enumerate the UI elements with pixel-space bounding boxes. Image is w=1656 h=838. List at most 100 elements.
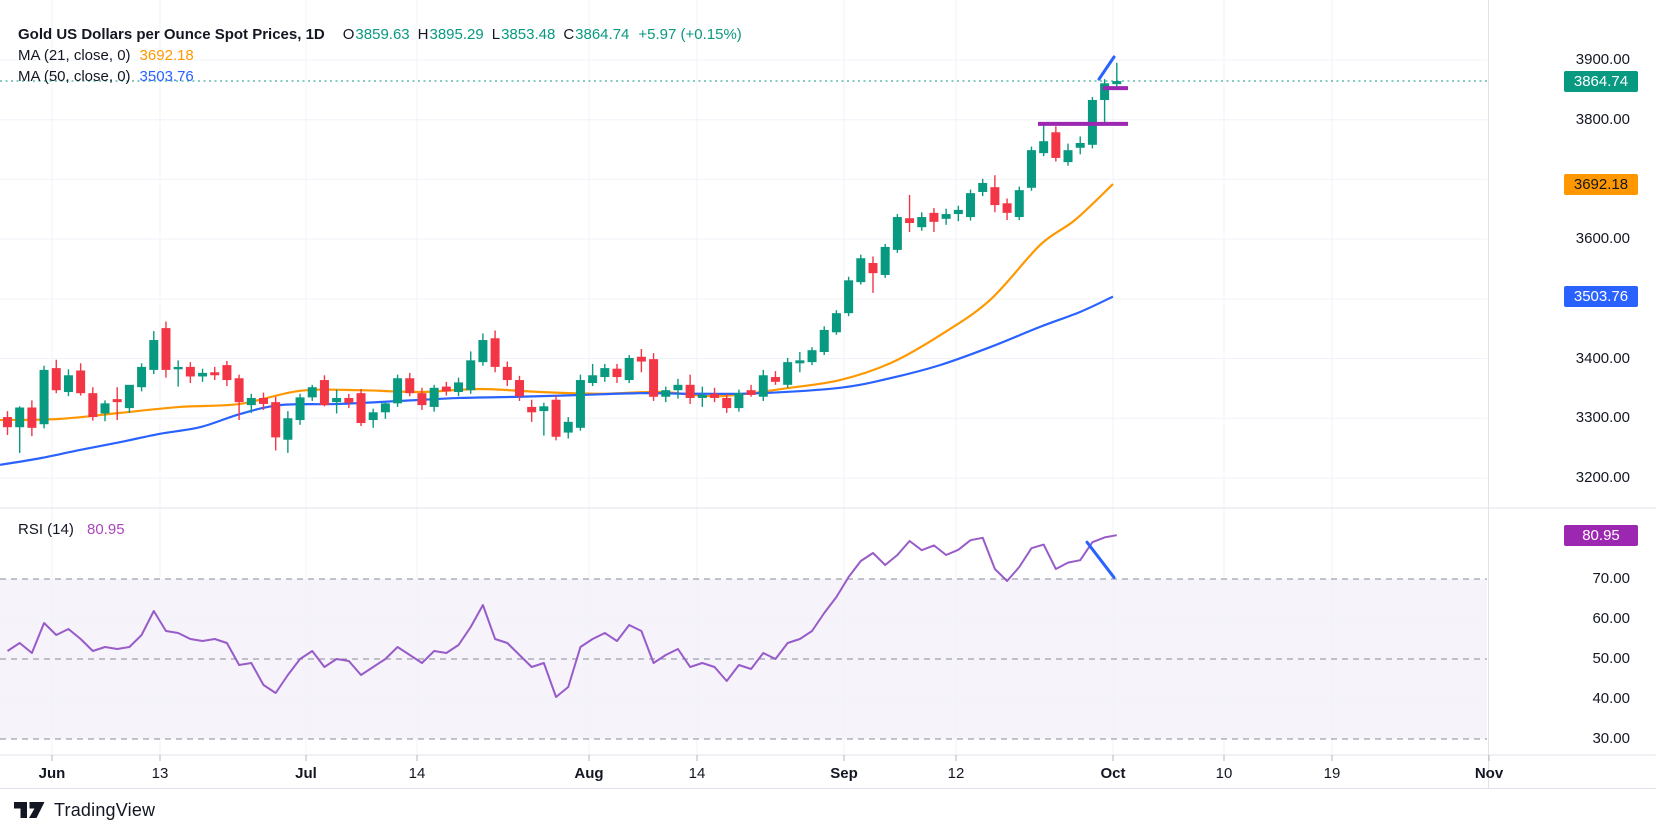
candle[interactable] bbox=[966, 189, 976, 221]
candle[interactable] bbox=[344, 393, 354, 409]
candle[interactable] bbox=[466, 351, 476, 394]
candle[interactable] bbox=[978, 178, 988, 197]
candle[interactable] bbox=[173, 360, 183, 387]
rsi-legend-row[interactable]: RSI (14) 80.95 bbox=[18, 521, 125, 538]
price-scale[interactable]: 3900.00 3800.00 3600.00 3400.00 3300.00 3200.… bbox=[1490, 0, 1656, 788]
candle[interactable] bbox=[868, 256, 878, 293]
candle[interactable] bbox=[234, 374, 244, 421]
candle[interactable] bbox=[880, 243, 890, 278]
ma21-legend-row[interactable]: MA (21, close, 0) 3692.18 bbox=[18, 45, 742, 66]
candle[interactable] bbox=[3, 411, 12, 435]
candle[interactable] bbox=[649, 353, 659, 401]
candle[interactable] bbox=[929, 208, 939, 232]
candle[interactable] bbox=[734, 389, 744, 412]
candle[interactable] bbox=[51, 359, 61, 394]
candle[interactable] bbox=[76, 363, 86, 396]
candle[interactable] bbox=[295, 393, 305, 425]
candle[interactable] bbox=[100, 400, 110, 422]
candle[interactable] bbox=[758, 369, 768, 401]
candle[interactable] bbox=[1075, 136, 1085, 155]
candle[interactable] bbox=[198, 368, 208, 382]
candle[interactable] bbox=[588, 363, 598, 387]
ma50-legend-row[interactable]: MA (50, close, 0) 3503.76 bbox=[18, 66, 742, 87]
candle[interactable] bbox=[856, 254, 866, 285]
candle[interactable] bbox=[1051, 126, 1061, 162]
rsi-line[interactable] bbox=[6, 534, 1117, 698]
candle[interactable] bbox=[258, 392, 268, 410]
candle[interactable] bbox=[612, 363, 622, 384]
candle[interactable] bbox=[307, 384, 317, 401]
candle[interactable] bbox=[478, 333, 488, 366]
candle[interactable] bbox=[454, 377, 464, 397]
candle[interactable] bbox=[27, 400, 37, 437]
candle[interactable] bbox=[575, 374, 585, 431]
rsi-trendline-drawing[interactable] bbox=[1085, 540, 1116, 579]
candle[interactable] bbox=[88, 387, 98, 421]
candle[interactable] bbox=[271, 396, 281, 451]
candle[interactable] bbox=[807, 347, 817, 366]
candle[interactable] bbox=[1039, 123, 1049, 157]
candle[interactable] bbox=[161, 321, 171, 378]
candle[interactable] bbox=[1100, 79, 1110, 124]
candle[interactable] bbox=[417, 387, 427, 410]
candle[interactable] bbox=[551, 395, 561, 441]
candle[interactable] bbox=[246, 393, 256, 413]
candle[interactable] bbox=[770, 371, 780, 385]
candle[interactable] bbox=[63, 369, 73, 397]
candle[interactable] bbox=[844, 276, 854, 317]
candle[interactable] bbox=[112, 387, 122, 421]
candle[interactable] bbox=[722, 393, 732, 413]
tradingview-logo[interactable]: TradingView bbox=[14, 799, 155, 821]
candle[interactable] bbox=[624, 354, 634, 384]
candle[interactable] bbox=[892, 214, 902, 253]
candle[interactable] bbox=[831, 310, 841, 335]
candle[interactable] bbox=[600, 363, 610, 382]
price-trendline-drawing[interactable] bbox=[1097, 55, 1116, 81]
candle[interactable] bbox=[990, 175, 1000, 213]
candle[interactable] bbox=[1112, 62, 1122, 88]
candle[interactable] bbox=[380, 402, 390, 419]
candle[interactable] bbox=[1002, 198, 1012, 221]
symbol-title[interactable]: Gold US Dollars per Ounce Spot Prices, 1… bbox=[18, 26, 325, 43]
candle[interactable] bbox=[514, 375, 524, 401]
candle[interactable] bbox=[795, 351, 805, 373]
candle[interactable] bbox=[527, 399, 537, 422]
time-axis[interactable]: Jun 13 Jul 14 Aug 14 Sep 12 Oct 10 19 Nov bbox=[0, 755, 1656, 789]
candle[interactable] bbox=[441, 381, 451, 396]
candle[interactable] bbox=[1063, 143, 1073, 166]
candle[interactable] bbox=[137, 363, 147, 392]
candle[interactable] bbox=[953, 205, 963, 222]
candle[interactable] bbox=[685, 374, 695, 404]
candle[interactable] bbox=[673, 378, 683, 399]
candle[interactable] bbox=[502, 361, 512, 387]
candle[interactable] bbox=[210, 366, 220, 381]
candle[interactable] bbox=[124, 384, 134, 413]
candle[interactable] bbox=[319, 375, 329, 407]
candle[interactable] bbox=[429, 384, 439, 412]
candle[interactable] bbox=[405, 372, 415, 397]
candle[interactable] bbox=[1026, 146, 1036, 191]
candle[interactable] bbox=[368, 408, 378, 428]
candle[interactable] bbox=[39, 365, 49, 429]
candle[interactable] bbox=[332, 389, 342, 414]
candle[interactable] bbox=[905, 194, 915, 232]
candle[interactable] bbox=[819, 326, 829, 355]
candle[interactable] bbox=[783, 357, 793, 388]
candle[interactable] bbox=[746, 384, 756, 397]
candle[interactable] bbox=[356, 389, 366, 427]
candle[interactable] bbox=[941, 208, 951, 225]
candle[interactable] bbox=[636, 348, 646, 373]
candle[interactable] bbox=[697, 386, 707, 407]
candle[interactable] bbox=[15, 406, 25, 453]
candle[interactable] bbox=[661, 386, 671, 403]
candle[interactable] bbox=[539, 402, 549, 436]
candle[interactable] bbox=[149, 331, 159, 375]
candle[interactable] bbox=[490, 330, 500, 373]
candle[interactable] bbox=[1014, 186, 1024, 221]
candle[interactable] bbox=[283, 411, 293, 453]
candle[interactable] bbox=[917, 212, 927, 231]
candle[interactable] bbox=[185, 362, 195, 384]
candle[interactable] bbox=[710, 387, 720, 403]
candle[interactable] bbox=[222, 360, 232, 387]
